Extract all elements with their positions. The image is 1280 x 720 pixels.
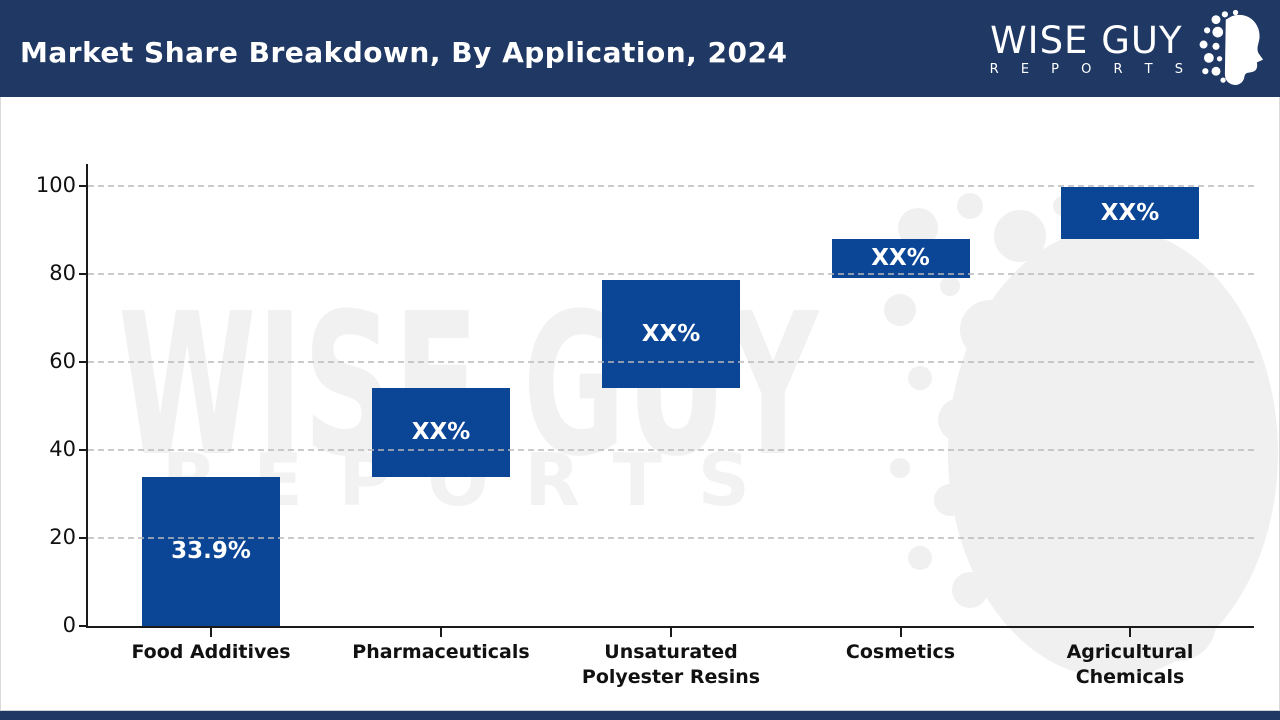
footer-bar xyxy=(0,711,1280,720)
bar-value-label: XX% xyxy=(871,245,930,272)
y-tick-80 xyxy=(79,273,88,275)
y-tick-40 xyxy=(79,449,88,451)
logo-wiseguy-text: WISE GUY xyxy=(990,18,1183,62)
y-tick-60 xyxy=(79,361,88,363)
bar-segment: 33.9% xyxy=(142,476,280,626)
x-tick xyxy=(1129,628,1131,637)
category-label: Agricultural Chemicals xyxy=(1066,641,1194,688)
y-tick-100 xyxy=(79,185,88,187)
x-tick xyxy=(899,628,902,637)
gridline-80 xyxy=(88,273,1254,275)
y-tick-label-40: 40 xyxy=(49,437,76,461)
y-tick-label-60: 60 xyxy=(49,349,76,373)
bar-segment: XX% xyxy=(1061,186,1199,239)
y-tick-20 xyxy=(79,537,88,539)
category-label: Unsaturated Polyester Resins xyxy=(581,641,761,688)
logo-face-icon xyxy=(1199,9,1264,86)
logo-reports-text: R E P O R T S xyxy=(989,62,1192,78)
y-tick-label-0: 0 xyxy=(62,613,76,637)
gridline-60 xyxy=(88,361,1254,363)
x-axis xyxy=(86,626,1254,628)
bar-value-label: XX% xyxy=(411,419,471,446)
category-label: Pharmaceuticals xyxy=(352,641,530,663)
bar-value-label: XX% xyxy=(1100,199,1160,226)
category-label: Food Additives xyxy=(131,641,291,663)
x-tick xyxy=(210,628,212,637)
y-axis xyxy=(86,164,88,628)
bar-value-label: 33.9% xyxy=(171,538,251,565)
y-tick-0 xyxy=(79,625,88,627)
gridline-20 xyxy=(88,537,1254,539)
x-tick xyxy=(670,628,672,637)
y-tick-label-100: 100 xyxy=(35,173,76,197)
x-tick xyxy=(440,628,442,637)
bar-value-label: XX% xyxy=(641,321,701,348)
gridline-100 xyxy=(88,185,1254,187)
bar-segment: XX% xyxy=(831,238,970,278)
gridline-40 xyxy=(88,449,1254,451)
y-tick-label-20: 20 xyxy=(49,525,76,549)
page-title: Market Share Breakdown, By Application, … xyxy=(20,36,788,69)
bar-segment: XX% xyxy=(602,280,740,388)
y-tick-label-80: 80 xyxy=(49,261,76,285)
brand-logo: WISE GUY R E P O R T S xyxy=(981,8,1268,90)
category-label: Cosmetics xyxy=(845,641,956,663)
header-bar: Market Share Breakdown, By Application, … xyxy=(0,0,1280,97)
bar-segment: XX% xyxy=(372,387,510,477)
